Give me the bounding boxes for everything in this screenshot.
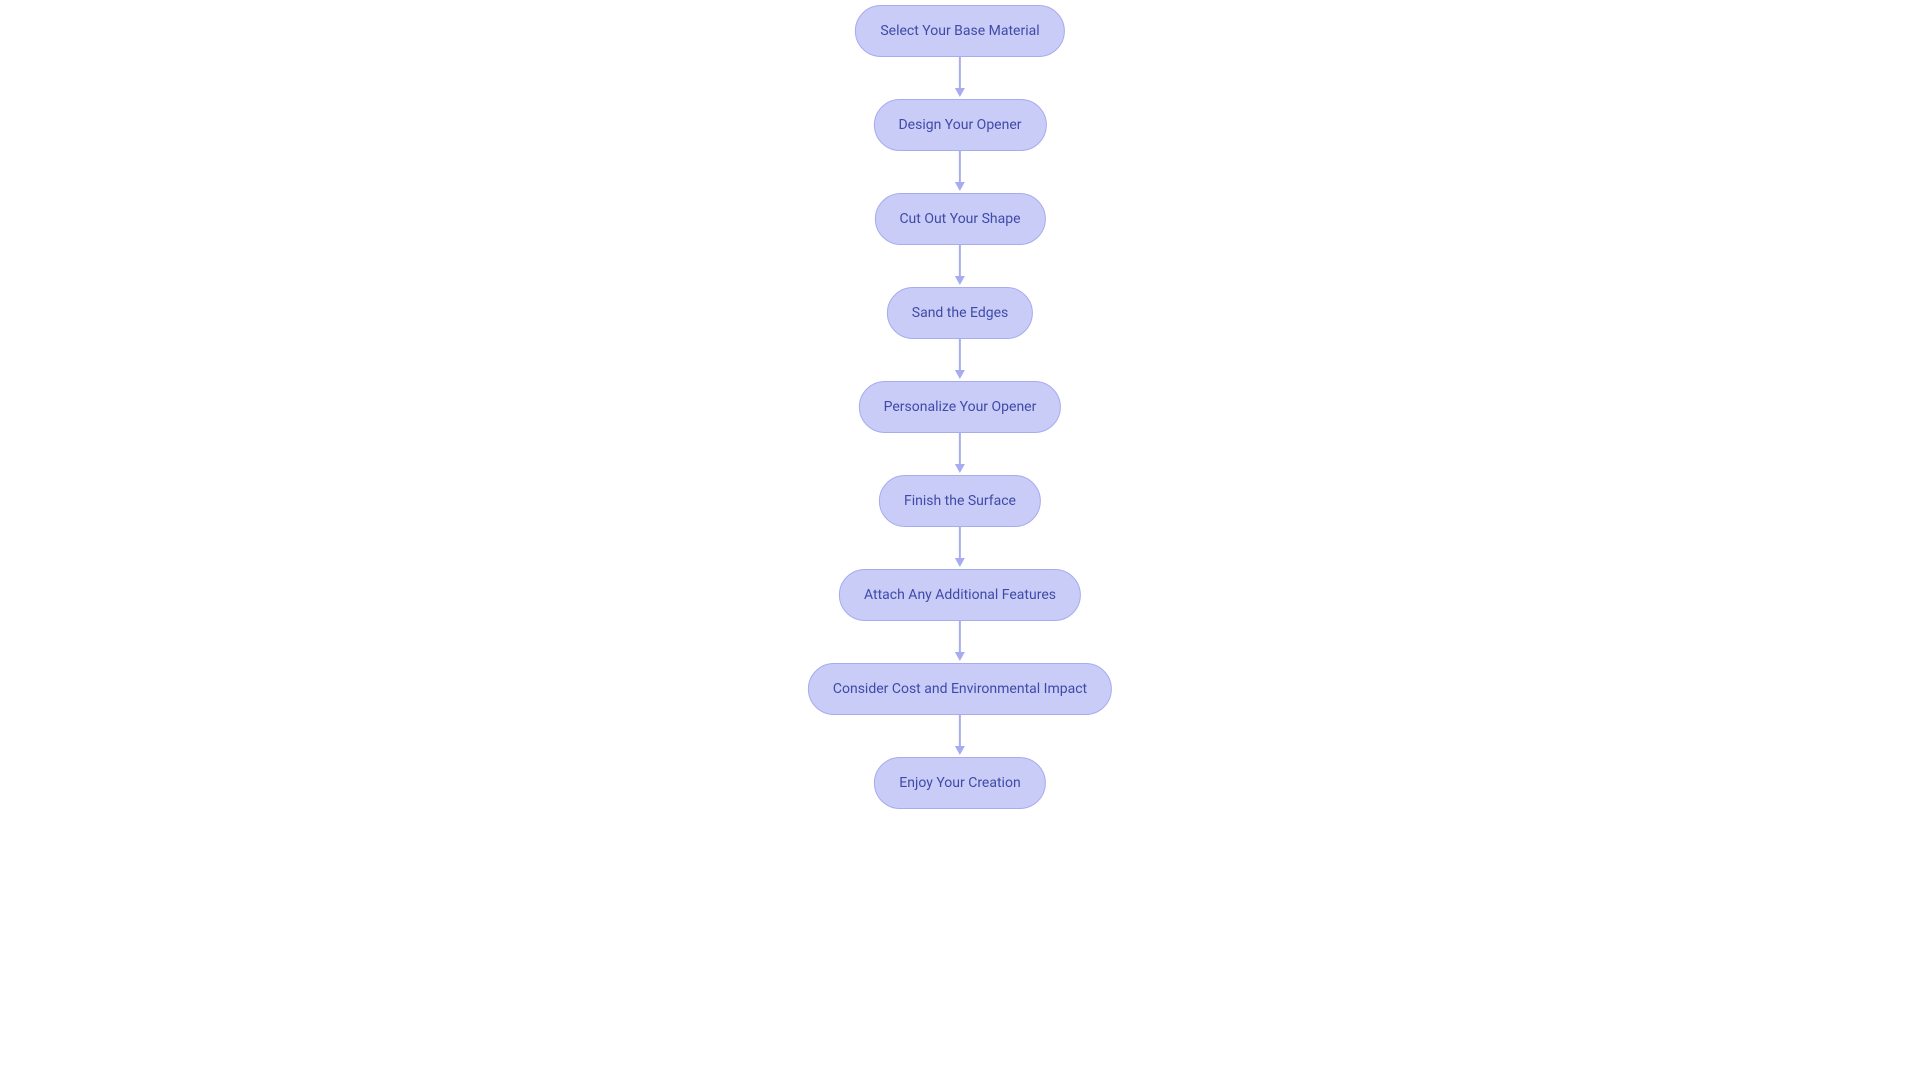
arrow-line bbox=[959, 527, 961, 559]
flowchart-node: Attach Any Additional Features bbox=[839, 569, 1081, 621]
node-label: Consider Cost and Environmental Impact bbox=[833, 681, 1087, 697]
node-label: Attach Any Additional Features bbox=[864, 587, 1056, 603]
arrow-line bbox=[959, 151, 961, 183]
node-label: Cut Out Your Shape bbox=[899, 211, 1020, 227]
flowchart-arrow bbox=[955, 245, 965, 287]
flowchart-node: Select Your Base Material bbox=[855, 5, 1064, 57]
arrow-head-icon bbox=[955, 88, 965, 97]
arrow-line bbox=[959, 715, 961, 747]
flowchart-node: Enjoy Your Creation bbox=[874, 757, 1045, 809]
arrow-head-icon bbox=[955, 558, 965, 567]
arrow-head-icon bbox=[955, 370, 965, 379]
flowchart-node: Sand the Edges bbox=[887, 287, 1033, 339]
flowchart-arrow bbox=[955, 339, 965, 381]
node-label: Sand the Edges bbox=[912, 305, 1008, 321]
flowchart-arrow bbox=[955, 57, 965, 99]
node-label: Finish the Surface bbox=[904, 493, 1016, 509]
flowchart-container: Select Your Base Material Design Your Op… bbox=[808, 5, 1112, 809]
flowchart-node: Design Your Opener bbox=[873, 99, 1046, 151]
flowchart-node: Personalize Your Opener bbox=[859, 381, 1062, 433]
arrow-line bbox=[959, 57, 961, 89]
node-label: Enjoy Your Creation bbox=[899, 775, 1020, 791]
arrow-head-icon bbox=[955, 464, 965, 473]
flowchart-arrow bbox=[955, 621, 965, 663]
arrow-head-icon bbox=[955, 182, 965, 191]
flowchart-node: Consider Cost and Environmental Impact bbox=[808, 663, 1112, 715]
node-label: Personalize Your Opener bbox=[884, 399, 1037, 415]
arrow-head-icon bbox=[955, 276, 965, 285]
flowchart-arrow bbox=[955, 715, 965, 757]
flowchart-node: Finish the Surface bbox=[879, 475, 1041, 527]
arrow-line bbox=[959, 339, 961, 371]
arrow-head-icon bbox=[955, 746, 965, 755]
flowchart-node: Cut Out Your Shape bbox=[874, 193, 1045, 245]
arrow-line bbox=[959, 245, 961, 277]
flowchart-arrow bbox=[955, 527, 965, 569]
arrow-line bbox=[959, 433, 961, 465]
node-label: Select Your Base Material bbox=[880, 23, 1039, 39]
arrow-head-icon bbox=[955, 652, 965, 661]
node-label: Design Your Opener bbox=[898, 117, 1021, 133]
flowchart-arrow bbox=[955, 433, 965, 475]
arrow-line bbox=[959, 621, 961, 653]
flowchart-arrow bbox=[955, 151, 965, 193]
